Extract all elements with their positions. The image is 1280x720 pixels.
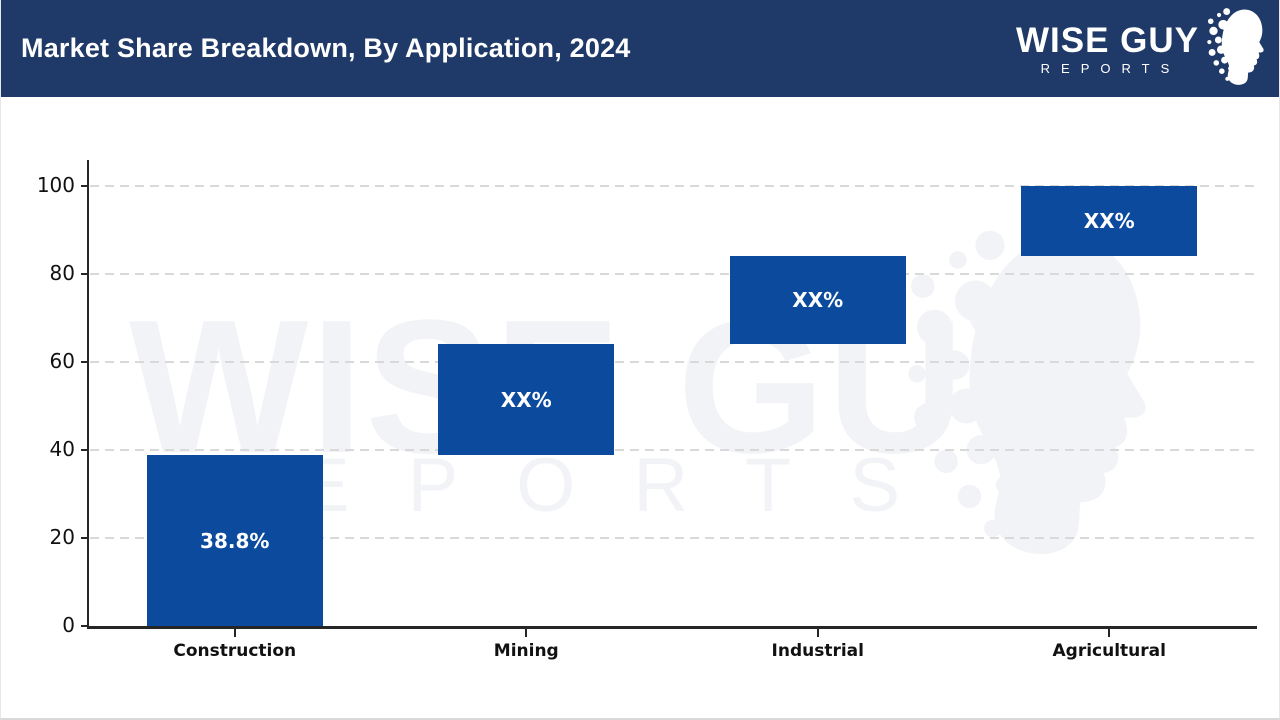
bar-value-label: XX% (500, 387, 552, 412)
x-tick-mining (525, 629, 528, 637)
x-tick-industrial (816, 629, 819, 637)
category-label-industrial: Industrial (771, 641, 864, 661)
y-tick-100 (81, 185, 89, 187)
y-tick-label-100: 100 (36, 173, 75, 197)
gridline-y80 (90, 273, 1255, 275)
logo-subtitle: REPORTS (1040, 60, 1181, 76)
y-tick-0 (81, 625, 89, 627)
x-axis-line (87, 626, 1257, 629)
category-label-agricultural: Agricultural (1052, 641, 1166, 661)
y-tick-80 (81, 273, 89, 275)
bar-construction: 38.8% (146, 455, 323, 626)
y-tick-40 (81, 449, 89, 451)
header-band: Market Share Breakdown, By Application, … (1, 0, 1279, 97)
logo-text: WISE GUY REPORTS (1016, 23, 1199, 75)
y-tick-20 (81, 537, 89, 539)
gridline-y100 (90, 185, 1255, 187)
category-label-construction: Construction (173, 641, 297, 661)
gridline-y60 (90, 361, 1255, 363)
wise-guy-reports-logo: WISE GUY REPORTS (1016, 6, 1279, 92)
gridline-y40 (90, 449, 1255, 451)
logo-wordmark: WISE GUY (1015, 20, 1199, 60)
y-tick-label-40: 40 (49, 437, 75, 461)
y-tick-label-60: 60 (49, 349, 75, 373)
y-tick-60 (81, 361, 89, 363)
y-tick-label-0: 0 (62, 613, 75, 637)
bar-value-label: 38.8% (200, 528, 270, 553)
bar-value-label: XX% (1083, 209, 1135, 234)
bar-agricultural: XX% (1021, 186, 1198, 257)
watermark-head-icon (908, 230, 1146, 555)
bar-mining: XX% (438, 344, 615, 456)
x-tick-construction (233, 629, 236, 637)
x-tick-agricultural (1108, 629, 1111, 637)
y-tick-label-20: 20 (49, 525, 75, 549)
y-tick-label-80: 80 (49, 261, 75, 285)
gridline-y20 (90, 537, 1255, 539)
category-label-mining: Mining (493, 641, 559, 661)
logo-head-icon (1207, 7, 1264, 85)
bar-value-label: XX% (792, 288, 844, 313)
bar-industrial: XX% (729, 256, 906, 345)
chart-title: Market Share Breakdown, By Application, … (21, 33, 631, 63)
y-axis-line (87, 160, 89, 628)
